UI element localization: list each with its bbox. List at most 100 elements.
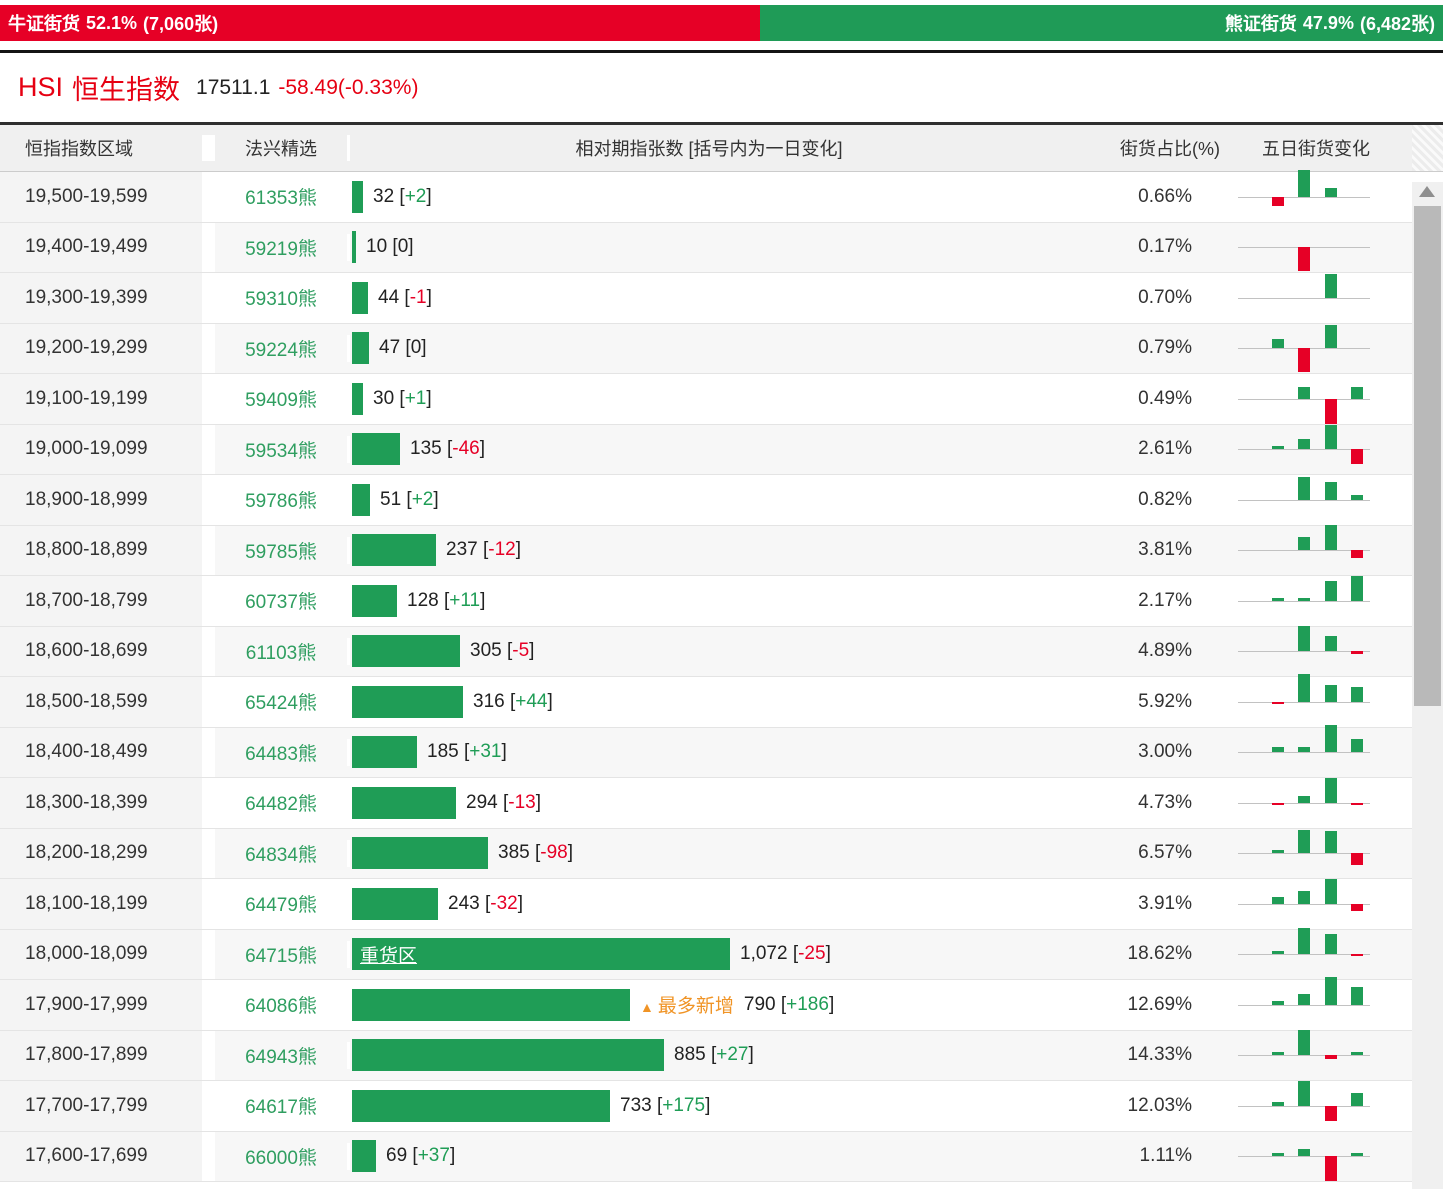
range-cell: 18,400-18,499 [0, 727, 215, 777]
daily-change: -13 [508, 791, 536, 813]
street-volume-bar: 牛证街货 52.1% (7,060张) 熊证街货 47.9% (6,482张) [0, 5, 1443, 41]
five-day-cell [1220, 673, 1412, 727]
daily-change: -12 [488, 539, 516, 561]
sparkline-baseline [1238, 550, 1370, 552]
warrant-code-link[interactable]: 64482熊 [245, 794, 317, 816]
contracts-label: 69 [+37] [386, 1145, 456, 1167]
contracts-value: 885 [674, 1044, 706, 1066]
range-text: 18,400-18,499 [25, 741, 148, 763]
five-day-cell [1220, 777, 1412, 828]
daily-change: -5 [512, 640, 530, 662]
scroll-up-arrow-icon[interactable] [1419, 186, 1435, 197]
range-text: 18,800-18,899 [25, 539, 148, 561]
contracts-bar [352, 988, 630, 1021]
header-pick: 法兴精选 [215, 135, 350, 161]
warrant-code-link[interactable]: 64617熊 [245, 1097, 317, 1119]
warrant-code-link[interactable]: 59310熊 [245, 289, 317, 311]
warrant-code-link[interactable]: 64834熊 [245, 844, 317, 866]
header-range: 恒指指数区域 [0, 135, 215, 161]
five-day-sparkline [1238, 725, 1370, 778]
sparkline-baseline [1238, 600, 1370, 602]
five-day-sparkline [1238, 324, 1370, 374]
range-text: 19,200-19,299 [25, 337, 148, 359]
warrant-code-link[interactable]: 64479熊 [245, 895, 317, 917]
warrant-code-link[interactable]: 64483熊 [245, 743, 317, 765]
sparkline-baseline [1238, 1004, 1370, 1006]
warrant-code-link[interactable]: 59534熊 [245, 440, 317, 462]
code-cell: 59785熊 [215, 536, 350, 564]
five-day-sparkline [1238, 626, 1370, 677]
street-pct-cell: 6.57% [1138, 842, 1192, 864]
daily-change: +44 [515, 690, 548, 712]
daily-change: +11 [449, 589, 481, 611]
contracts-bar [352, 534, 436, 567]
contracts-label: 294 [-13] [466, 791, 542, 813]
table-row: 19,200-19,299 59224熊 47 [0] 0.79% [0, 323, 1443, 374]
code-cell: 64834熊 [215, 839, 350, 867]
warrant-code-link[interactable]: 66000熊 [245, 1147, 317, 1169]
contracts-cell: 885 [+27] [350, 1031, 1008, 1081]
contracts-label: 316 [+44] [473, 690, 553, 712]
five-day-sparkline [1238, 475, 1370, 525]
range-text: 18,300-18,399 [25, 791, 148, 813]
warrant-code-link[interactable]: 64943熊 [245, 1046, 317, 1068]
range-cell: 19,300-19,399 [0, 273, 215, 323]
five-day-cell [1220, 223, 1412, 273]
daily-change: 0 [397, 236, 409, 258]
contracts-value: 185 [427, 741, 459, 763]
five-day-sparkline [1238, 673, 1370, 727]
header-contracts: 相对期指张数 [括号内为一日变化] [575, 139, 843, 159]
five-day-sparkline [1238, 273, 1370, 323]
warrant-code-link[interactable]: 61103熊 [245, 642, 317, 664]
contracts-value: 1,072 [740, 943, 788, 965]
warrant-code-link[interactable]: 59409熊 [245, 390, 317, 412]
warrant-code-link[interactable]: 59785熊 [245, 541, 317, 563]
vertical-scrollbar[interactable] [1412, 172, 1443, 1189]
warrant-code-link[interactable]: 61353熊 [245, 188, 317, 210]
contracts-label: 128 [+11] [407, 589, 486, 611]
warrant-code-link[interactable]: 60737熊 [245, 592, 317, 614]
code-cell: 64943熊 [215, 1041, 350, 1069]
scrollbar-thumb[interactable] [1414, 206, 1441, 706]
range-text: 19,000-19,099 [25, 438, 148, 460]
contracts-value: 385 [498, 842, 530, 864]
street-pct-cell: 2.17% [1138, 589, 1192, 611]
contracts-cell: 重货区 1,072 [-25] [350, 930, 1008, 980]
sparkline-baseline [1238, 701, 1370, 703]
street-pct-cell: 2.61% [1138, 438, 1192, 460]
range-cell: 18,300-18,399 [0, 778, 215, 828]
sparkline-baseline [1238, 297, 1370, 299]
warrant-code-link[interactable]: 64086熊 [245, 996, 317, 1018]
contracts-bar [352, 231, 356, 264]
warrant-code-link[interactable]: 59786熊 [245, 491, 317, 513]
code-cell: 64479熊 [215, 890, 350, 918]
sparkline-baseline [1238, 752, 1370, 754]
range-text: 18,200-18,299 [25, 842, 148, 864]
contracts-bar [352, 332, 369, 365]
range-cell: 19,400-19,499 [0, 222, 215, 272]
warrant-code-link[interactable]: 59219熊 [245, 238, 317, 260]
daily-change: +186 [786, 993, 829, 1015]
range-cell: 18,100-18,199 [0, 879, 215, 929]
contracts-label: 51 [+2] [380, 488, 439, 510]
warrant-code-link[interactable]: 64715熊 [245, 945, 317, 967]
contracts-value: 30 [373, 387, 395, 409]
contracts-bar [352, 1039, 664, 1072]
warrant-code-link[interactable]: 65424熊 [245, 693, 317, 715]
table-row: 18,800-18,899 59785熊 237 [-12] 3.81% [0, 525, 1443, 576]
bull-label: 牛证街货 [8, 14, 80, 34]
contracts-label: 44 [-1] [378, 286, 432, 308]
daily-change: +31 [469, 741, 502, 763]
contracts-bar [352, 635, 460, 668]
street-pct-cell: 0.49% [1138, 387, 1192, 409]
contracts-value: 237 [446, 539, 478, 561]
index-title: HSI 恒生指数 17511.1 -58.49(-0.33%) [0, 53, 1443, 122]
contracts-value: 32 [373, 185, 395, 207]
header-street-pct: 街货占比(%) [1120, 139, 1220, 159]
warrant-code-link[interactable]: 59224熊 [245, 339, 317, 361]
scrollbar-gap [1412, 172, 1443, 182]
table-row: 18,200-18,299 64834熊 385 [-98] 6.57% [0, 828, 1443, 879]
sparkline-baseline [1238, 903, 1370, 905]
bear-label: 熊证街货 [1224, 14, 1297, 34]
range-text: 19,300-19,399 [25, 286, 148, 308]
